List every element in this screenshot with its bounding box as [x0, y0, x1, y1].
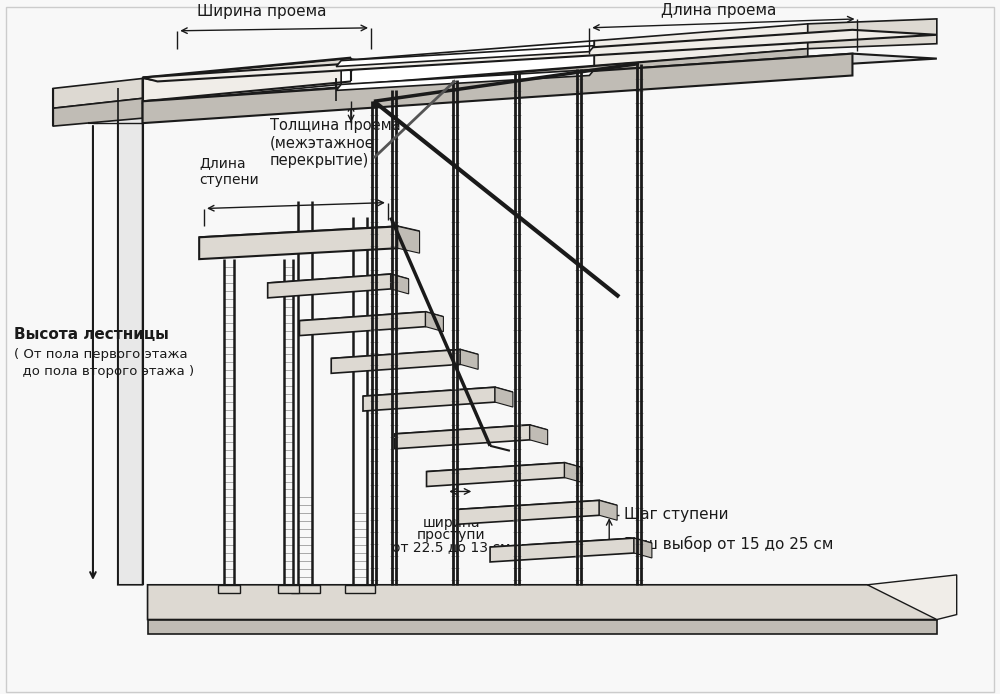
Polygon shape — [599, 500, 617, 520]
Polygon shape — [458, 500, 599, 524]
Polygon shape — [427, 463, 565, 486]
Polygon shape — [331, 350, 460, 373]
Polygon shape — [395, 425, 530, 449]
Polygon shape — [299, 312, 443, 325]
Polygon shape — [278, 585, 299, 593]
Polygon shape — [331, 350, 478, 364]
Polygon shape — [565, 463, 582, 482]
Polygon shape — [460, 350, 478, 369]
Polygon shape — [495, 387, 513, 407]
Polygon shape — [867, 575, 957, 620]
Polygon shape — [594, 24, 808, 65]
Polygon shape — [490, 538, 634, 562]
Polygon shape — [199, 226, 398, 259]
Polygon shape — [148, 620, 937, 634]
Polygon shape — [808, 19, 937, 49]
Text: Длина проема: Длина проема — [661, 3, 776, 18]
Polygon shape — [363, 387, 495, 411]
Polygon shape — [336, 46, 594, 67]
Polygon shape — [345, 585, 375, 593]
Polygon shape — [336, 69, 594, 90]
Text: ( От пола первого этажа: ( От пола первого этажа — [14, 348, 187, 361]
Text: Ширина проема: Ширина проема — [197, 4, 326, 19]
Polygon shape — [53, 78, 143, 108]
Text: Длина
ступени: Длина ступени — [199, 156, 259, 187]
Polygon shape — [143, 53, 937, 105]
Text: до пола второго этажа ): до пола второго этажа ) — [14, 365, 194, 378]
Polygon shape — [426, 312, 443, 332]
Text: проступи: проступи — [417, 528, 486, 542]
Polygon shape — [148, 585, 937, 620]
Polygon shape — [530, 425, 548, 445]
Polygon shape — [395, 425, 548, 439]
Polygon shape — [53, 99, 143, 126]
Polygon shape — [143, 49, 808, 118]
Polygon shape — [490, 538, 652, 552]
Polygon shape — [341, 41, 594, 85]
Text: от 22.5 до 13 см: от 22.5 до 13 см — [392, 540, 511, 554]
Polygon shape — [218, 585, 240, 593]
Polygon shape — [299, 312, 426, 336]
Polygon shape — [268, 274, 391, 298]
Polygon shape — [118, 78, 143, 585]
Text: Толщина проема
(межэтажное
перекрытие): Толщина проема (межэтажное перекрытие) — [270, 118, 400, 168]
Polygon shape — [458, 500, 617, 514]
Polygon shape — [634, 538, 652, 558]
Polygon shape — [143, 53, 852, 123]
Polygon shape — [363, 387, 513, 401]
Polygon shape — [391, 274, 409, 294]
Text: Ваш выбор от 15 до 25 см: Ваш выбор от 15 до 25 см — [624, 536, 833, 552]
Text: Высота лестницы: Высота лестницы — [14, 327, 168, 342]
Polygon shape — [398, 226, 420, 253]
Polygon shape — [291, 585, 320, 593]
Polygon shape — [143, 30, 937, 81]
Polygon shape — [199, 226, 420, 242]
Polygon shape — [268, 274, 409, 288]
Polygon shape — [143, 58, 351, 103]
Polygon shape — [427, 463, 582, 477]
Text: ширина: ширина — [423, 516, 480, 530]
Text: Шаг ступени: Шаг ступени — [624, 507, 729, 523]
Polygon shape — [143, 58, 371, 81]
